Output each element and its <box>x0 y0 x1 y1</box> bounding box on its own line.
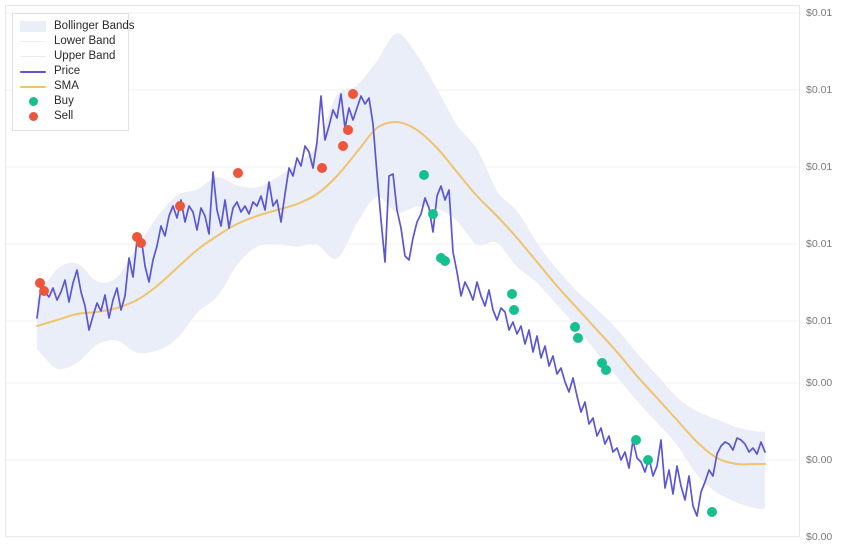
legend-swatch-mark <box>20 85 46 88</box>
legend-item-buy[interactable]: Buy <box>19 94 122 109</box>
buy-marker-6[interactable] <box>570 322 580 332</box>
area-swatch-icon <box>19 20 47 33</box>
y-tick-label-3: $0.01 <box>806 238 833 250</box>
sell-marker-9[interactable] <box>348 89 358 99</box>
upper-band-line <box>36 33 766 433</box>
y-tick-label-1: $0.01 <box>806 84 833 96</box>
line-swatch-icon <box>19 65 47 78</box>
legend-swatch-mark <box>28 97 38 106</box>
legend-swatch-mark <box>28 112 38 121</box>
sell-marker-4[interactable] <box>175 201 185 211</box>
legend-item-price[interactable]: Price <box>19 64 122 79</box>
faint-line-swatch-icon <box>19 35 47 48</box>
y-tick-label-2: $0.01 <box>806 161 833 173</box>
buy-marker-10[interactable] <box>631 435 641 445</box>
sell-marker-6[interactable] <box>317 163 327 173</box>
line-swatch-icon <box>19 80 47 93</box>
buy-marker-4[interactable] <box>507 289 517 299</box>
price-line <box>36 93 766 517</box>
buy-marker-1[interactable] <box>428 209 438 219</box>
legend-swatch-mark <box>20 56 46 57</box>
y-tick-label-7: $0.00 <box>806 531 833 543</box>
sell-marker-3[interactable] <box>136 238 146 248</box>
buy-marker-12[interactable] <box>707 507 717 517</box>
legend-item-label: Buy <box>54 95 74 107</box>
legend-item-upper-band[interactable]: Upper Band <box>19 49 122 64</box>
legend-swatch-mark <box>20 21 46 32</box>
chart-legend[interactable]: Bollinger Bands Lower Band Upper Band Price… <box>12 13 135 131</box>
legend-swatch-mark <box>20 70 46 73</box>
sell-marker-0[interactable] <box>35 278 45 288</box>
lower-band-line <box>36 195 766 509</box>
buy-marker-3[interactable] <box>440 256 450 266</box>
buy-marker-11[interactable] <box>643 455 653 465</box>
faint-line-swatch-icon <box>19 50 47 63</box>
sell-marker-5[interactable] <box>233 168 243 178</box>
sma-line <box>36 120 766 466</box>
buy-marker-7[interactable] <box>573 333 583 343</box>
y-tick-label-5: $0.00 <box>806 377 833 389</box>
legend-item-sma[interactable]: SMA <box>19 79 122 94</box>
legend-item-lower-band[interactable]: Lower Band <box>19 34 122 49</box>
dot-swatch-icon <box>19 110 47 123</box>
bollinger-bands-area <box>37 33 765 509</box>
legend-item-label: SMA <box>54 80 79 92</box>
buy-marker-5[interactable] <box>509 305 519 315</box>
legend-item-label: Price <box>54 65 81 77</box>
buy-marker-0[interactable] <box>419 170 429 180</box>
dot-swatch-icon <box>19 95 47 108</box>
y-tick-label-6: $0.00 <box>806 454 833 466</box>
buy-marker-9[interactable] <box>601 365 611 375</box>
legend-item-bollinger-bands[interactable]: Bollinger Bands <box>19 19 135 34</box>
legend-item-label: Upper Band <box>54 50 116 62</box>
buy-markers[interactable] <box>419 170 717 517</box>
legend-swatch-mark <box>20 41 46 42</box>
legend-item-label: Lower Band <box>54 35 116 47</box>
sell-marker-8[interactable] <box>338 141 348 151</box>
sell-marker-7[interactable] <box>343 125 353 135</box>
legend-item-label: Sell <box>54 110 74 122</box>
y-tick-label-4: $0.01 <box>806 315 833 327</box>
legend-item-label: Bollinger Bands <box>54 20 135 32</box>
y-tick-label-0: $0.01 <box>806 7 833 19</box>
legend-item-sell[interactable]: Sell <box>19 109 122 124</box>
sell-markers[interactable] <box>35 89 358 296</box>
sell-marker-1[interactable] <box>39 286 49 296</box>
